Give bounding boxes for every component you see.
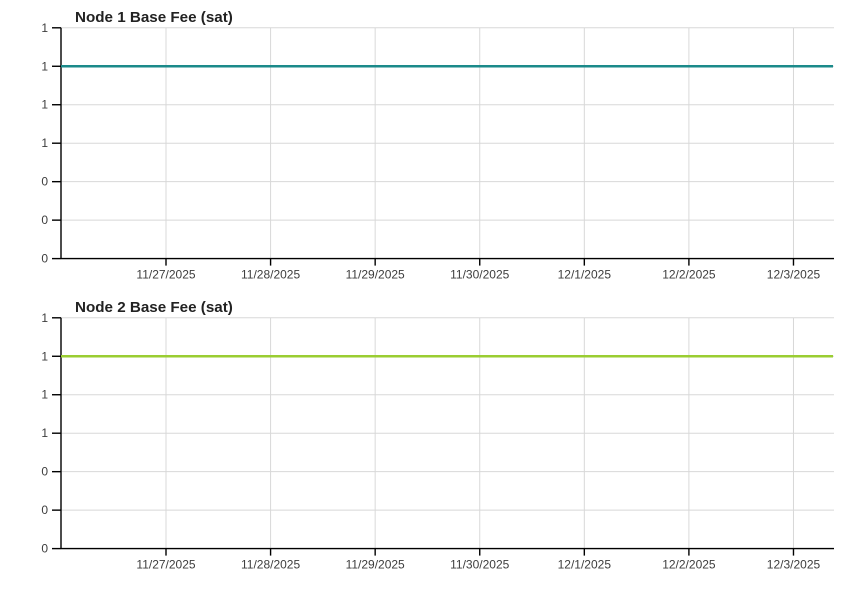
svg-text:11/29/2025: 11/29/2025	[346, 268, 405, 282]
svg-text:12/2/2025: 12/2/2025	[662, 558, 716, 572]
svg-text:11/29/2025: 11/29/2025	[346, 558, 405, 572]
svg-text:0: 0	[41, 542, 48, 556]
svg-text:0: 0	[41, 503, 48, 517]
svg-text:1: 1	[41, 311, 48, 325]
svg-text:12/2/2025: 12/2/2025	[662, 268, 716, 282]
svg-text:0: 0	[41, 465, 48, 479]
svg-text:12/1/2025: 12/1/2025	[558, 268, 612, 282]
svg-text:11/30/2025: 11/30/2025	[450, 558, 509, 572]
svg-text:1: 1	[41, 21, 48, 35]
svg-text:11/27/2025: 11/27/2025	[136, 558, 195, 572]
svg-text:0: 0	[41, 213, 48, 227]
svg-text:11/30/2025: 11/30/2025	[450, 268, 509, 282]
svg-text:11/28/2025: 11/28/2025	[241, 268, 300, 282]
svg-text:1: 1	[41, 426, 48, 440]
svg-text:1: 1	[41, 388, 48, 402]
svg-text:0: 0	[41, 175, 48, 189]
svg-text:1: 1	[41, 59, 48, 73]
svg-text:11/28/2025: 11/28/2025	[241, 558, 300, 572]
svg-text:0: 0	[41, 252, 48, 266]
svg-text:12/3/2025: 12/3/2025	[767, 268, 821, 282]
svg-text:12/3/2025: 12/3/2025	[767, 558, 821, 572]
svg-text:11/27/2025: 11/27/2025	[136, 268, 195, 282]
svg-text:1: 1	[41, 136, 48, 150]
svg-text:1: 1	[41, 98, 48, 112]
svg-text:1: 1	[41, 349, 48, 363]
svg-text:12/1/2025: 12/1/2025	[558, 558, 612, 572]
